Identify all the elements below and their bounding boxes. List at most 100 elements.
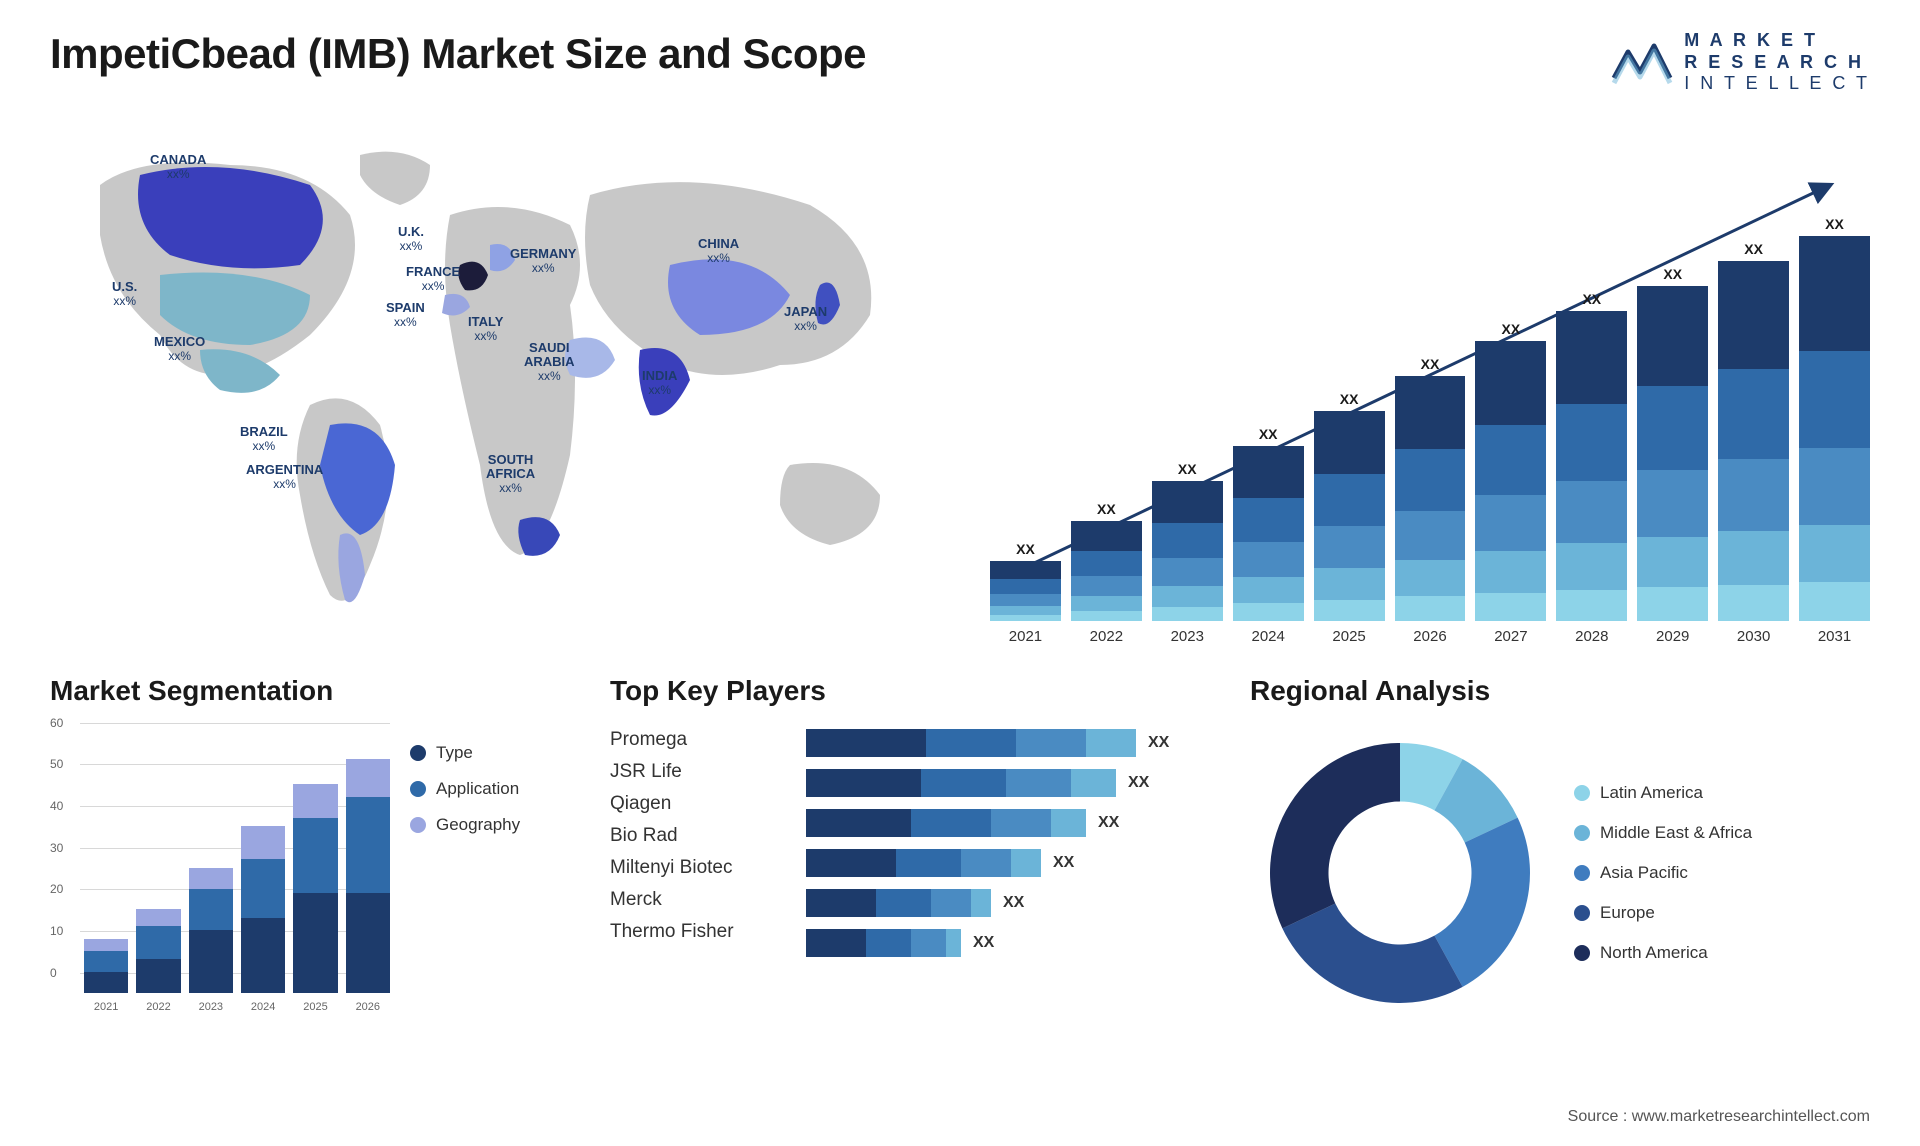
growth-value-label: XX: [1421, 356, 1440, 372]
map-country-saudi: [565, 337, 615, 377]
seg-year-label: 2022: [136, 1001, 180, 1013]
legend-label: Asia Pacific: [1600, 863, 1688, 883]
growth-bar-2031: XX: [1799, 216, 1870, 621]
seg-bar-2021: [84, 939, 128, 993]
growth-year-label: 2021: [990, 628, 1061, 645]
growth-year-label: 2024: [1233, 628, 1304, 645]
world-map-icon: [50, 125, 950, 645]
growth-bar-2026: XX: [1395, 356, 1466, 621]
player-bar-row: XX: [806, 889, 1230, 917]
key-players-list: PromegaJSR LifeQiagenBio RadMiltenyi Bio…: [610, 723, 790, 957]
legend-item: Latin America: [1574, 783, 1752, 803]
growth-chart-panel: XXXXXXXXXXXXXXXXXXXXXX 20212022202320242…: [990, 125, 1870, 645]
growth-year-label: 2027: [1475, 628, 1546, 645]
player-name: JSR Life: [610, 761, 790, 783]
growth-value-label: XX: [1502, 321, 1521, 337]
regional-donut-chart: [1250, 723, 1550, 1023]
player-bar-row: XX: [806, 929, 1230, 957]
growth-year-label: 2026: [1395, 628, 1466, 645]
seg-ytick: 10: [50, 924, 63, 938]
seg-ytick: 20: [50, 882, 63, 896]
seg-ytick: 40: [50, 799, 63, 813]
growth-bar-2025: XX: [1314, 391, 1385, 621]
seg-bar-2026: [346, 759, 390, 992]
donut-slice-europe: [1282, 903, 1462, 1003]
donut-slice-north-america: [1270, 743, 1400, 928]
legend-item: Geography: [410, 815, 520, 835]
regional-panel: Regional Analysis Latin America Middle Ea…: [1250, 675, 1870, 1035]
growth-bar-2022: XX: [1071, 501, 1142, 621]
seg-ytick: 30: [50, 841, 63, 855]
player-value-label: XX: [1148, 734, 1169, 752]
player-value-label: XX: [1128, 774, 1149, 792]
key-players-bars: XX XX XX XX XX XX: [806, 723, 1230, 957]
key-players-title: Top Key Players: [610, 675, 1230, 707]
legend-label: Latin America: [1600, 783, 1703, 803]
growth-value-label: XX: [1340, 391, 1359, 407]
seg-bar-2025: [293, 784, 337, 992]
player-value-label: XX: [1003, 894, 1024, 912]
seg-bar-2024: [241, 826, 285, 993]
growth-bar-2030: XX: [1718, 241, 1789, 621]
growth-year-label: 2029: [1637, 628, 1708, 645]
legend-label: North America: [1600, 943, 1708, 963]
legend-label: Application: [436, 779, 519, 799]
page-title: ImpetiCbead (IMB) Market Size and Scope: [50, 30, 866, 78]
legend-swatch: [410, 817, 426, 833]
seg-year-label: 2023: [189, 1001, 233, 1013]
legend-label: Middle East & Africa: [1600, 823, 1752, 843]
player-name: Thermo Fisher: [610, 921, 790, 943]
legend-label: Geography: [436, 815, 520, 835]
segmentation-chart: 0102030405060202120222023202420252026: [50, 723, 390, 1013]
seg-year-label: 2021: [84, 1001, 128, 1013]
growth-year-label: 2028: [1556, 628, 1627, 645]
world-map-panel: CANADAxx%U.S.xx%MEXICOxx%BRAZILxx%ARGENT…: [50, 125, 950, 645]
segmentation-panel: Market Segmentation 01020304050602021202…: [50, 675, 590, 1035]
growth-year-label: 2022: [1071, 628, 1142, 645]
legend-swatch: [1574, 945, 1590, 961]
growth-year-label: 2030: [1718, 628, 1789, 645]
seg-year-label: 2025: [293, 1001, 337, 1013]
donut-slice-asia-pacific: [1434, 817, 1530, 986]
growth-bar-2023: XX: [1152, 461, 1223, 621]
growth-value-label: XX: [1097, 501, 1116, 517]
player-value-label: XX: [973, 934, 994, 952]
growth-value-label: XX: [1016, 541, 1035, 557]
growth-bar-2028: XX: [1556, 291, 1627, 621]
growth-bar-2024: XX: [1233, 426, 1304, 621]
legend-swatch: [410, 745, 426, 761]
player-name: Miltenyi Biotec: [610, 857, 790, 879]
legend-item: Middle East & Africa: [1574, 823, 1752, 843]
seg-bar-2022: [136, 909, 180, 992]
regional-title: Regional Analysis: [1250, 675, 1870, 707]
player-value-label: XX: [1098, 814, 1119, 832]
player-bar-row: XX: [806, 849, 1230, 877]
growth-value-label: XX: [1825, 216, 1844, 232]
growth-bar-2027: XX: [1475, 321, 1546, 621]
legend-item: Europe: [1574, 903, 1752, 923]
legend-label: Type: [436, 743, 473, 763]
player-name: Merck: [610, 889, 790, 911]
key-players-panel: Top Key Players PromegaJSR LifeQiagenBio…: [610, 675, 1230, 1035]
seg-ytick: 0: [50, 966, 57, 980]
player-bar-row: XX: [806, 809, 1230, 837]
legend-swatch: [1574, 785, 1590, 801]
growth-value-label: XX: [1259, 426, 1278, 442]
player-bar-row: XX: [806, 769, 1230, 797]
map-country-south: [518, 517, 560, 556]
legend-swatch: [1574, 865, 1590, 881]
brand-logo: M A R K E T R E S E A R C H I N T E L L …: [1610, 30, 1870, 95]
source-attribution: Source : www.marketresearchintellect.com: [1568, 1108, 1870, 1126]
logo-line-1: M A R K E T: [1684, 30, 1870, 52]
legend-swatch: [410, 781, 426, 797]
growth-value-label: XX: [1178, 461, 1197, 477]
legend-label: Europe: [1600, 903, 1655, 923]
legend-item: North America: [1574, 943, 1752, 963]
seg-year-label: 2026: [346, 1001, 390, 1013]
seg-year-label: 2024: [241, 1001, 285, 1013]
growth-year-label: 2031: [1799, 628, 1870, 645]
player-name: Promega: [610, 729, 790, 751]
legend-item: Type: [410, 743, 520, 763]
legend-swatch: [1574, 825, 1590, 841]
player-bar-row: XX: [806, 729, 1230, 757]
